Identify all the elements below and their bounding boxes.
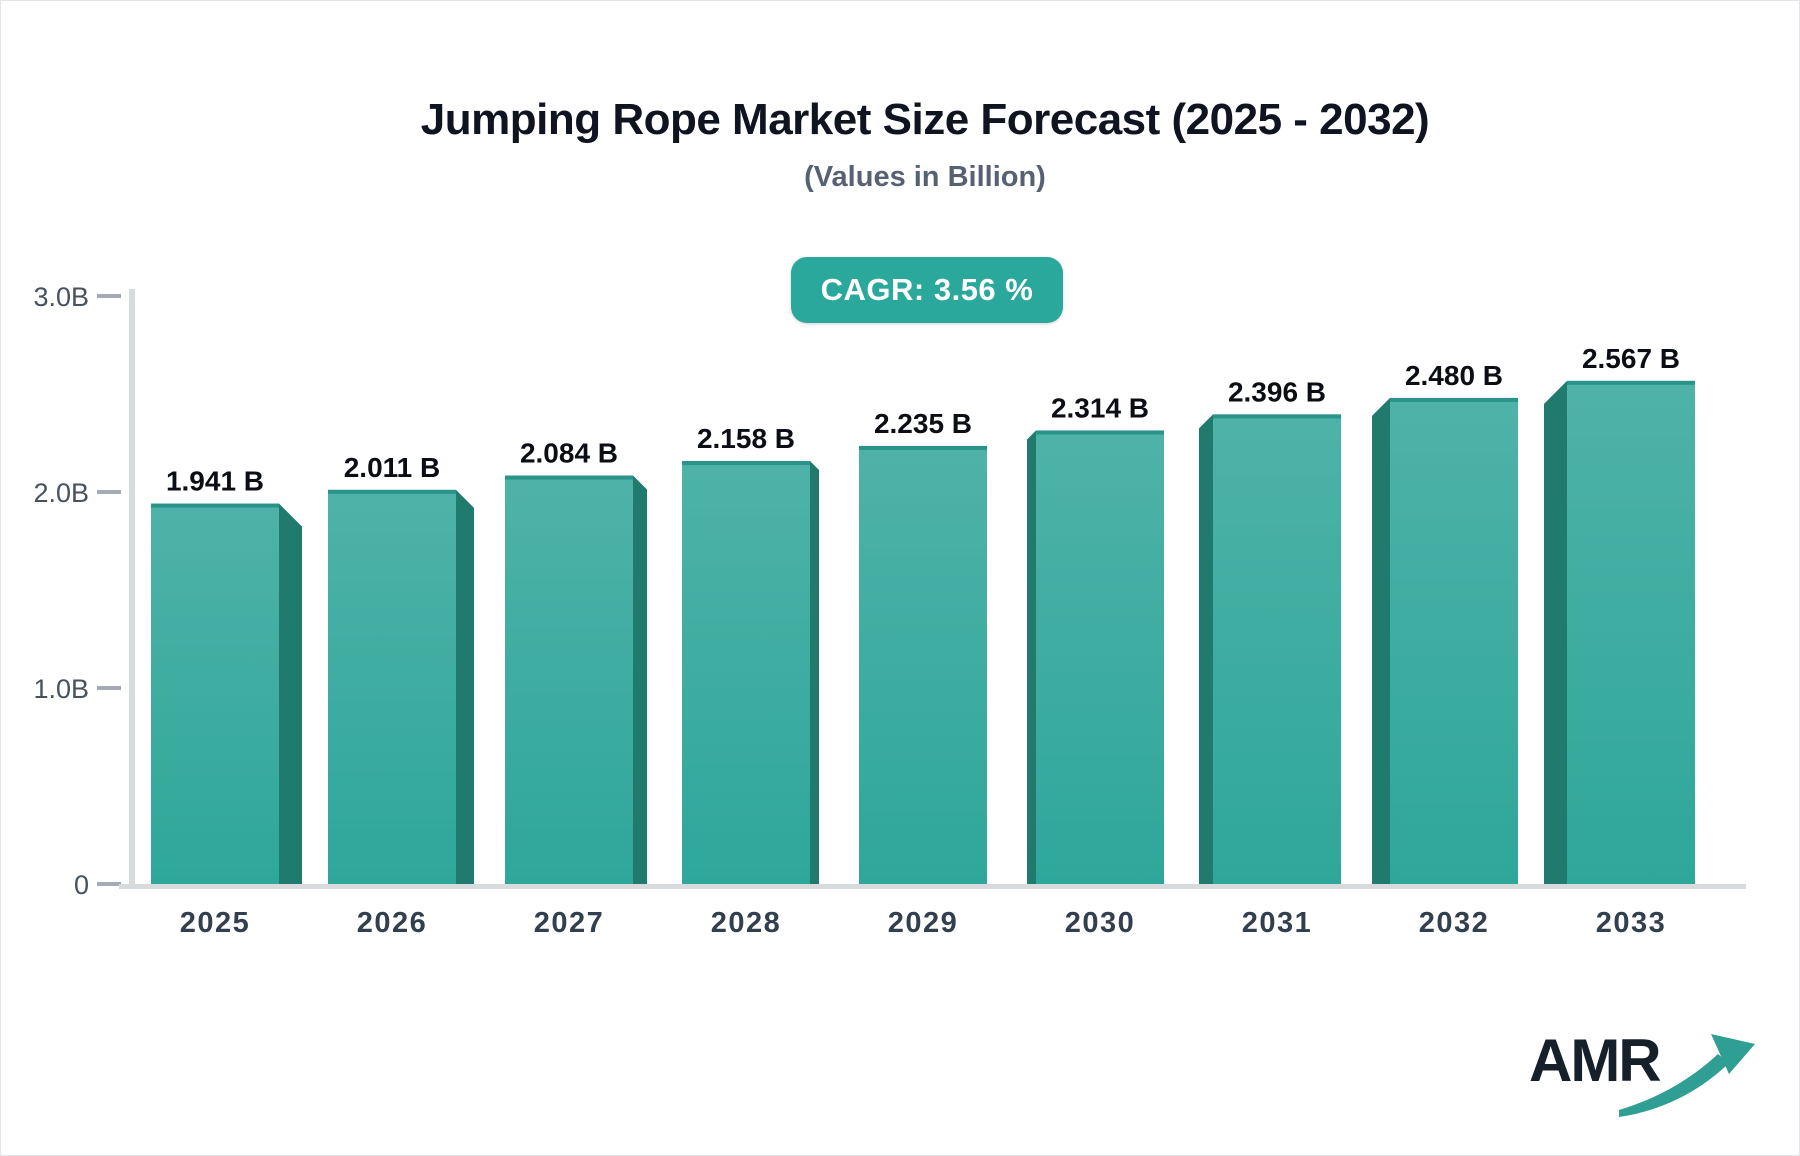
y-axis-tick [97, 882, 121, 886]
x-axis-label: 2031 [1242, 907, 1313, 939]
bar-top-edge [859, 445, 987, 450]
y-axis-tick-label: 0 [74, 870, 89, 900]
bar [1213, 414, 1341, 884]
x-axis-label: 2030 [1065, 907, 1136, 939]
growth-arrow-icon [1619, 1034, 1755, 1117]
bar-top-edge [328, 489, 456, 494]
bar-top-edge [505, 475, 633, 480]
bar [859, 445, 987, 884]
y-axis-line [129, 289, 135, 889]
x-axis-line [119, 884, 1746, 889]
y-axis-tick [97, 490, 121, 494]
y-axis-tick-label: 1.0B [33, 674, 89, 704]
bar-top-edge [1567, 380, 1695, 385]
bar-3d-side [456, 489, 474, 884]
bar-3d-side [1199, 414, 1213, 884]
chart-title: Jumping Rope Market Size Forecast (2025 … [420, 95, 1430, 144]
bar-value-label: 2.084 B [520, 438, 618, 469]
bar [1390, 397, 1518, 884]
x-axis-label: 2028 [711, 907, 782, 939]
bar [1036, 430, 1164, 884]
bar-3d-side [1027, 430, 1036, 884]
x-axis-label: 2032 [1419, 907, 1490, 939]
bar [1567, 380, 1695, 884]
bar-3d-side [633, 475, 647, 884]
bar [682, 461, 810, 884]
bar [505, 475, 633, 884]
bar-value-label: 2.396 B [1228, 376, 1326, 407]
bar [328, 489, 456, 884]
cagr-badge-label: CAGR: 3.56 % [820, 272, 1034, 307]
x-axis-label: 2026 [357, 907, 428, 939]
amr-logo-text: AMR [1529, 1027, 1662, 1094]
bar-value-label: 1.941 B [166, 466, 264, 497]
bar-top-edge [151, 503, 279, 508]
bar-top-edge [1036, 430, 1164, 435]
y-axis-tick [97, 686, 121, 690]
x-axis-label: 2033 [1596, 907, 1667, 939]
chart-subtitle: (Values in Billion) [804, 161, 1046, 193]
amr-logo: AMR [1529, 1027, 1755, 1121]
bar-value-label: 2.567 B [1582, 343, 1680, 374]
bar [151, 503, 279, 884]
x-axis-label: 2025 [180, 907, 251, 939]
bar-top-edge [1390, 397, 1518, 402]
x-axis-label: 2027 [534, 907, 605, 939]
bar-top-edge [682, 461, 810, 466]
bar-value-label: 2.235 B [874, 408, 972, 439]
x-axis-label: 2029 [888, 907, 959, 939]
bar-value-label: 2.314 B [1051, 392, 1149, 423]
y-axis-tick-label: 2.0B [33, 478, 89, 508]
bar-3d-side [810, 461, 819, 884]
bar-value-label: 2.158 B [697, 423, 795, 454]
y-axis-tick [97, 294, 121, 298]
bar-value-label: 2.011 B [344, 452, 441, 483]
y-axis-tick-label: 3.0B [33, 282, 89, 312]
bar-top-edge [1213, 414, 1341, 419]
bar-value-label: 2.480 B [1405, 360, 1503, 391]
cagr-badge: CAGR: 3.56 % [791, 257, 1063, 323]
bar-3d-side [279, 503, 302, 884]
bar-3d-side [1544, 380, 1567, 884]
bar-3d-side [1372, 397, 1390, 884]
